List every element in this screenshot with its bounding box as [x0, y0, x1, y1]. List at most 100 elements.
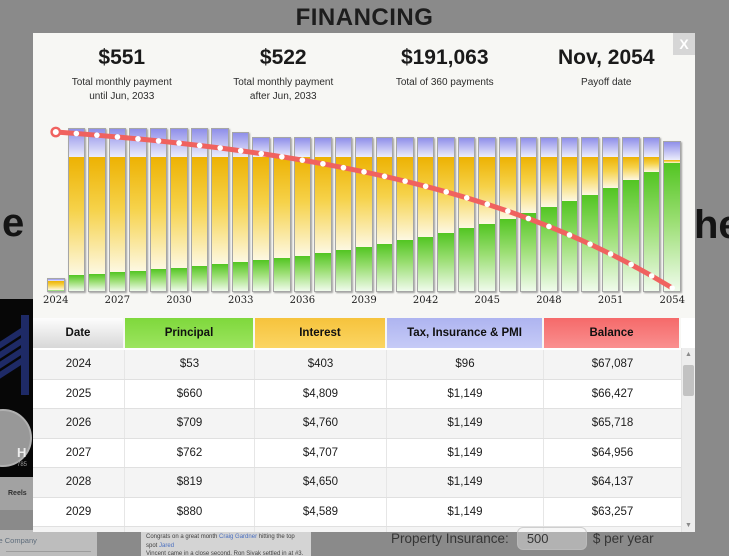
seg-pri: [397, 240, 413, 291]
seg-int: [602, 157, 619, 188]
scroll-up-icon[interactable]: ▲: [685, 351, 692, 358]
chart-bar-2053[interactable]: [642, 136, 661, 292]
logo-icon: [21, 315, 29, 395]
seg-pri: [294, 255, 311, 291]
chart-bar-2035[interactable]: [273, 136, 291, 292]
table-row-2025: 2025 $660 $4,809 $1,149 $66,427: [33, 379, 695, 409]
table-scrollbar[interactable]: ▲ ▼: [681, 348, 695, 532]
seg-tax: [335, 137, 352, 158]
chart-bar-2040[interactable]: [375, 136, 394, 292]
seg-int: [582, 157, 598, 195]
seg-pri: [541, 207, 557, 291]
chart-bar-2048[interactable]: [540, 136, 558, 292]
chart-bar-2050[interactable]: [581, 136, 599, 292]
seg-int: [623, 157, 639, 180]
column-header-balance: Balance: [544, 318, 681, 348]
stat-label-line: Total monthly payment: [71, 77, 172, 88]
chart-bar-2044[interactable]: [457, 136, 476, 292]
scroll-down-icon[interactable]: ▼: [685, 522, 692, 529]
avatar: [0, 409, 32, 467]
chart-bar-2054[interactable]: [663, 140, 681, 292]
chart-bar-2032[interactable]: [211, 128, 229, 292]
chart-bar-2030[interactable]: [170, 128, 188, 292]
seg-int: [232, 157, 249, 263]
column-header-principal: Principal: [125, 318, 255, 348]
seg-tax: [130, 129, 146, 158]
chart-bar-2033[interactable]: [231, 132, 250, 292]
seg-tax: [232, 133, 249, 158]
background-heading-fragment-right: heet: [694, 203, 729, 247]
seg-tax: [109, 129, 126, 158]
chart-bar-2049[interactable]: [560, 136, 579, 292]
table-cell: 2025: [33, 379, 125, 408]
x-axis-tick-label: 2042: [412, 295, 439, 306]
tab-reels[interactable]: Reels: [8, 490, 27, 497]
seg-int: [130, 157, 146, 271]
table-body: 2024 $53 $403 $96 $67,087 2025 $660 $4,809 $1,14…: [33, 348, 695, 532]
chart-bar-2046[interactable]: [499, 136, 517, 292]
table-row-2027: 2027 $762 $4,707 $1,149 $64,956: [33, 438, 695, 468]
page-title: FINANCING: [295, 4, 434, 31]
chart-bar-2051[interactable]: [601, 136, 620, 292]
chart-bar-2027[interactable]: [108, 128, 127, 292]
chart-bar-2034[interactable]: [252, 136, 271, 292]
chart-bar-2029[interactable]: [149, 128, 168, 292]
chart-bar-2052[interactable]: [622, 136, 640, 292]
seg-tax: [458, 137, 475, 158]
seg-int: [294, 157, 311, 256]
x-axis-tick-label: 2027: [104, 295, 131, 306]
seg-int: [109, 157, 126, 273]
column-header-tax-insurance-pmi: Tax, Insurance & PMI: [387, 318, 544, 348]
seg-pri: [561, 201, 578, 291]
stat-label-line: Payoff date: [581, 77, 632, 88]
seg-int: [458, 157, 475, 229]
chart-bar-2026[interactable]: [88, 128, 106, 292]
chart-bar-2028[interactable]: [129, 128, 147, 292]
stat-label-line: Total of 360 payments: [395, 77, 494, 88]
seg-int: [48, 281, 64, 290]
financing-modal: X $551 Total monthly payment until Jun, 2…: [33, 33, 695, 532]
chart-bar-2041[interactable]: [396, 136, 414, 292]
chart-bar-2042[interactable]: [416, 136, 435, 292]
seg-int: [212, 157, 228, 265]
chart-bars: [47, 128, 681, 292]
table-cell: $96: [387, 350, 544, 379]
background-post-card: Congrats on a great month Craig Gardner …: [141, 531, 311, 556]
seg-tax: [171, 129, 187, 158]
table-cell: $63,257: [591, 505, 634, 518]
stat-value: $551: [98, 46, 146, 69]
seg-tax: [438, 137, 454, 158]
stat-monthly-payment-after: $522 Total monthly payment after Jun, 203…: [203, 46, 365, 104]
seg-tax: [479, 137, 496, 158]
scrollbar-thumb[interactable]: [683, 365, 694, 396]
chart-bar-2038[interactable]: [334, 136, 353, 292]
table-cell: $4,650: [255, 468, 387, 497]
seg-int: [89, 157, 105, 274]
chart-bar-2045[interactable]: [478, 136, 497, 292]
amortization-chart: 2024 2027 2030 2033 2036 2039 2042 2045 2048 2051…: [43, 126, 685, 308]
chart-bar-2037[interactable]: [314, 136, 332, 292]
table-cell: $4,589: [255, 497, 387, 526]
chart-bar-2025[interactable]: [67, 128, 86, 292]
table-cell: 2028: [33, 468, 125, 497]
chart-bar-2039[interactable]: [355, 136, 373, 292]
post-link-person[interactable]: Jared: [159, 542, 175, 549]
chart-bar-2024[interactable]: [47, 278, 65, 292]
chart-bar-2031[interactable]: [190, 128, 209, 292]
seg-int: [417, 157, 434, 237]
seg-pri: [356, 247, 372, 291]
chart-bar-2036[interactable]: [293, 136, 312, 292]
post-link-person[interactable]: Craig Gardner: [219, 534, 258, 540]
seg-int: [274, 157, 290, 258]
seg-tax: [541, 137, 557, 158]
seg-pri: [500, 218, 516, 291]
seg-int: [356, 157, 372, 248]
stat-label: Total of 360 payments: [364, 76, 526, 90]
seg-tax: [274, 137, 290, 158]
property-insurance-input[interactable]: [516, 527, 587, 550]
close-button[interactable]: X: [673, 33, 695, 55]
seg-tax: [582, 137, 598, 158]
summary-stats: $551 Total monthly payment until Jun, 203…: [33, 33, 695, 104]
chart-bar-2047[interactable]: [519, 136, 538, 292]
chart-bar-2043[interactable]: [437, 136, 455, 292]
